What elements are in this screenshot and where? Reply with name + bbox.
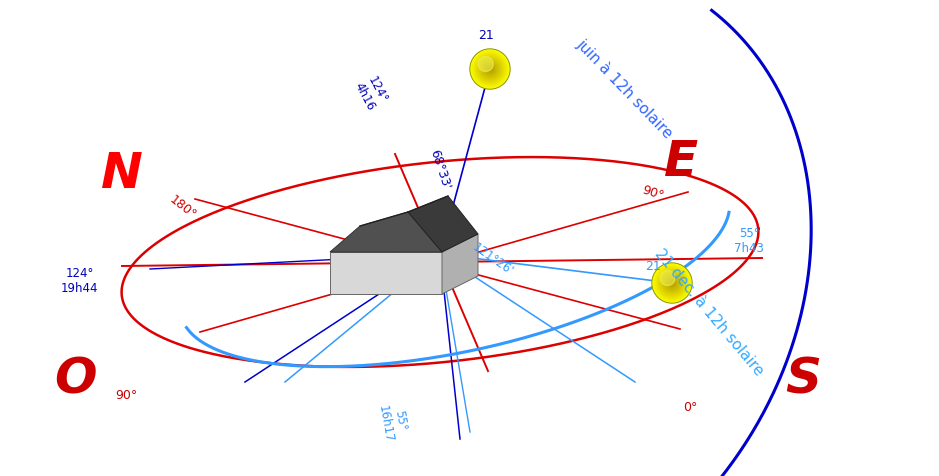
Circle shape	[656, 268, 688, 299]
Circle shape	[485, 65, 495, 75]
Circle shape	[470, 50, 510, 90]
Text: 90°: 90°	[640, 183, 665, 202]
Text: 21: 21	[645, 259, 660, 272]
Circle shape	[653, 265, 691, 302]
Circle shape	[669, 280, 675, 287]
Circle shape	[474, 54, 506, 86]
Circle shape	[488, 68, 492, 72]
Text: S: S	[785, 355, 821, 402]
Circle shape	[666, 278, 678, 289]
Circle shape	[487, 67, 493, 73]
Polygon shape	[330, 213, 442, 252]
Circle shape	[483, 63, 497, 77]
Circle shape	[471, 51, 509, 89]
Circle shape	[667, 278, 677, 288]
Circle shape	[476, 56, 504, 84]
Text: 0°: 0°	[683, 400, 698, 414]
Circle shape	[484, 64, 496, 76]
Text: 55°
16h17: 55° 16h17	[376, 400, 409, 442]
Circle shape	[660, 271, 684, 296]
Circle shape	[660, 271, 675, 286]
Circle shape	[654, 266, 690, 301]
Text: 124°
4h16: 124° 4h16	[351, 73, 391, 113]
Text: 121°26': 121°26'	[470, 241, 516, 278]
Circle shape	[486, 66, 494, 74]
Circle shape	[655, 267, 689, 300]
Circle shape	[478, 57, 493, 72]
Text: N: N	[101, 150, 143, 198]
Text: 124°
19h44: 124° 19h44	[61, 267, 99, 295]
Circle shape	[482, 62, 498, 78]
Circle shape	[664, 276, 680, 291]
Circle shape	[670, 281, 674, 286]
Circle shape	[663, 275, 681, 292]
Text: 55°
7h43: 55° 7h43	[734, 227, 764, 254]
Text: 21: 21	[479, 29, 494, 42]
Circle shape	[668, 279, 676, 288]
Circle shape	[479, 59, 501, 81]
Text: juin à 12h solaire: juin à 12h solaire	[573, 35, 676, 141]
Circle shape	[472, 52, 508, 88]
Polygon shape	[442, 235, 478, 294]
Circle shape	[652, 263, 692, 303]
Circle shape	[657, 268, 687, 298]
Circle shape	[478, 58, 502, 82]
Circle shape	[665, 277, 679, 290]
Text: 21 dec. à 12h solaire: 21 dec. à 12h solaire	[652, 246, 766, 378]
Text: E: E	[664, 138, 698, 186]
Circle shape	[658, 269, 686, 298]
Text: O: O	[54, 355, 97, 402]
Circle shape	[477, 57, 503, 83]
Text: 68°33': 68°33'	[427, 147, 452, 191]
Circle shape	[659, 270, 685, 297]
Circle shape	[661, 272, 683, 294]
Polygon shape	[408, 197, 478, 252]
Circle shape	[475, 55, 505, 85]
Circle shape	[662, 273, 682, 293]
Polygon shape	[330, 252, 442, 294]
Circle shape	[480, 60, 500, 80]
Text: 90°: 90°	[115, 388, 138, 402]
Text: 180°: 180°	[167, 193, 199, 221]
Circle shape	[671, 282, 673, 284]
Circle shape	[473, 53, 507, 87]
Circle shape	[481, 61, 499, 79]
Circle shape	[489, 69, 491, 71]
